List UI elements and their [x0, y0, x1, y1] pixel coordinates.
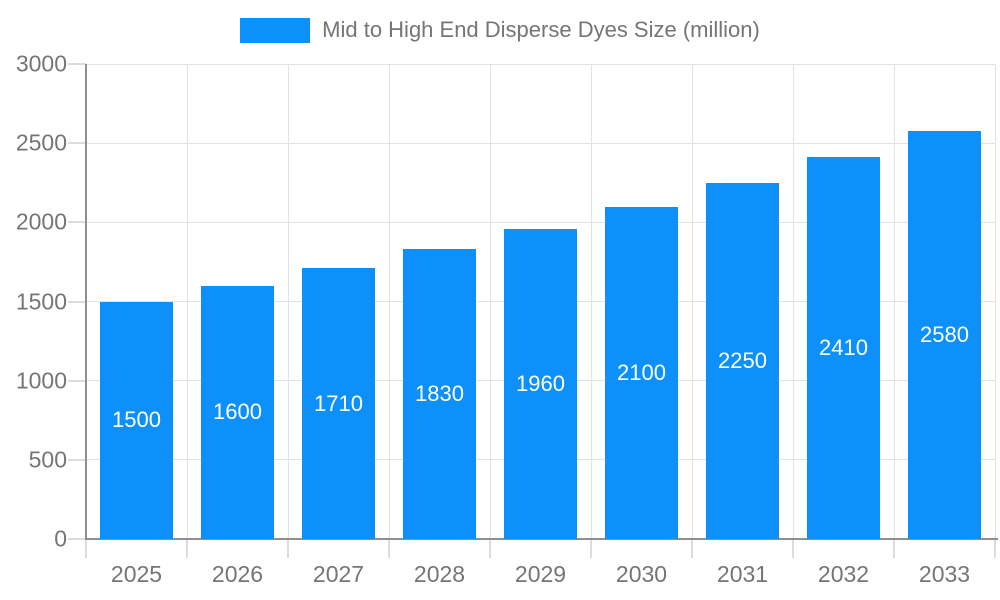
- y-axis-tick-label: 1500: [15, 288, 67, 314]
- x-axis-tick: [590, 540, 592, 558]
- x-axis-tick-label: 2025: [110, 561, 163, 587]
- y-axis-tick: [68, 538, 86, 540]
- y-axis-tick: [68, 221, 86, 224]
- x-axis-tick: [792, 540, 794, 558]
- bar[interactable]: [807, 157, 880, 539]
- x-axis-tick: [994, 540, 996, 558]
- x-axis-line: [85, 538, 998, 540]
- legend-swatch: [240, 17, 311, 43]
- gridline-horizontal: [86, 63, 995, 65]
- gridline-vertical: [994, 64, 996, 539]
- y-axis-line: [85, 64, 87, 540]
- x-axis-tick: [287, 540, 289, 558]
- y-axis-tick-label: 0: [54, 525, 67, 552]
- x-axis-tick-label: 2027: [312, 561, 365, 587]
- x-axis-tick: [388, 540, 390, 558]
- x-axis-tick-label: 2033: [918, 561, 971, 587]
- y-axis-tick-label: 2500: [15, 129, 67, 156]
- bar[interactable]: [706, 182, 779, 539]
- x-axis-tick-label: 2028: [413, 561, 466, 587]
- y-axis-tick: [68, 300, 86, 303]
- gridline-horizontal: [86, 142, 995, 144]
- legend-label: Mid to High End Disperse Dyes Size (mill…: [322, 17, 760, 42]
- x-axis-tick-label: 2031: [716, 561, 769, 587]
- gridline-horizontal: [86, 221, 995, 223]
- y-axis-tick: [68, 63, 86, 65]
- bar[interactable]: [504, 228, 577, 539]
- x-axis-tick-label: 2032: [817, 561, 870, 587]
- x-axis-tick-label: 2029: [514, 561, 567, 587]
- x-axis-tick-label: 2030: [615, 561, 668, 587]
- bar[interactable]: [403, 249, 476, 539]
- x-axis-tick-label: 2026: [211, 561, 264, 587]
- x-axis-tick: [691, 540, 693, 558]
- y-axis-tick-label: 2000: [15, 208, 67, 235]
- bar[interactable]: [605, 206, 678, 539]
- bar[interactable]: [100, 301, 173, 539]
- x-axis-tick: [85, 540, 87, 558]
- x-axis-tick: [893, 540, 895, 558]
- y-axis-tick-label: 1000: [15, 367, 67, 394]
- bar[interactable]: [908, 130, 981, 539]
- x-axis-tick: [186, 540, 188, 558]
- y-axis-tick: [68, 379, 86, 382]
- y-axis-tick-label: 3000: [15, 50, 67, 77]
- bar[interactable]: [201, 285, 274, 539]
- y-axis-tick-label: 500: [28, 446, 67, 473]
- y-axis-tick: [68, 142, 86, 145]
- bar[interactable]: [302, 268, 375, 539]
- chart-legend[interactable]: Mid to High End Disperse Dyes Size (mill…: [0, 10, 1000, 50]
- y-axis-tick: [68, 458, 86, 461]
- x-axis-tick: [489, 540, 491, 558]
